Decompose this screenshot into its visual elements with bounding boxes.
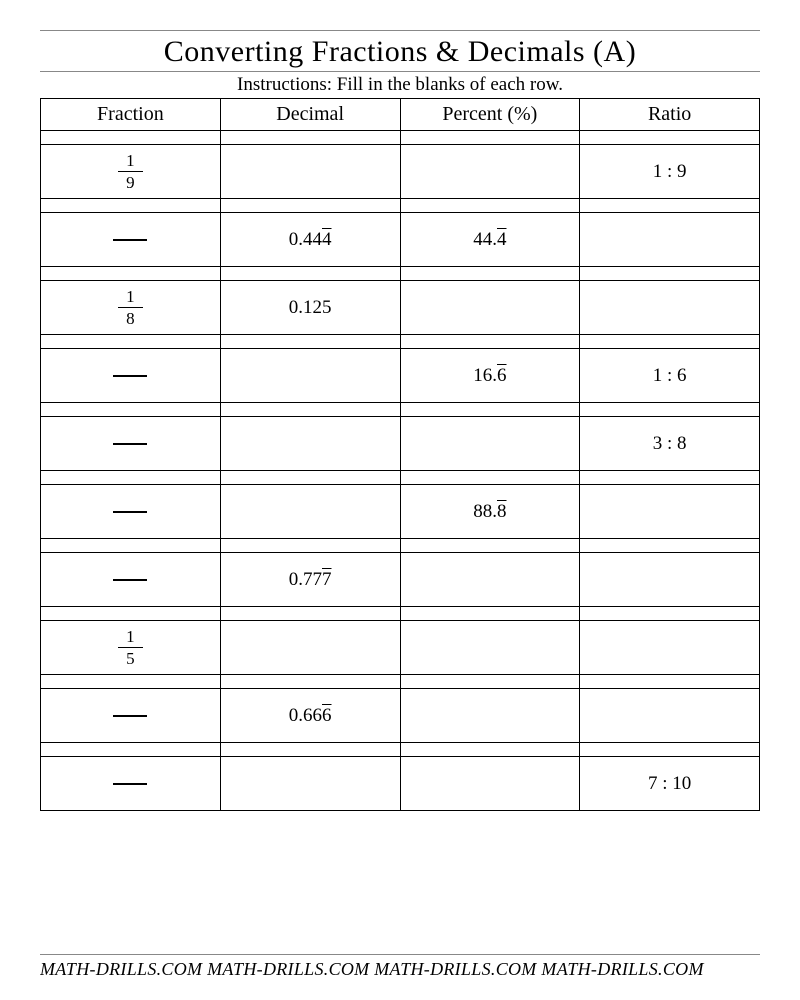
cell-decimal: 0.777 [220,553,400,607]
fraction: 19 [118,150,143,193]
spacer-row [41,131,760,145]
fraction-numerator: 1 [118,286,143,307]
fraction-blank [113,239,147,241]
cell-percent [400,417,580,471]
cell-percent [400,757,580,811]
cell-percent [400,689,580,743]
spacer-row [41,199,760,213]
worksheet-table: Fraction Decimal Percent (%) Ratio 191 :… [40,98,760,811]
spacer-row [41,607,760,621]
spacer-row [41,743,760,757]
table-row: 0.666 [41,689,760,743]
fraction-numerator: 1 [118,150,143,171]
cell-ratio: 7 : 10 [580,757,760,811]
cell-percent [400,281,580,335]
page-title: Converting Fractions & Decimals (A) [40,35,760,69]
fraction-blank [113,783,147,785]
spacer-row [41,539,760,553]
cell-fraction [41,417,221,471]
fraction-numerator: 1 [118,626,143,647]
fraction-denominator: 9 [118,172,143,193]
cell-ratio: 1 : 9 [580,145,760,199]
spacer-row [41,471,760,485]
fraction-denominator: 5 [118,648,143,669]
cell-percent: 44.4 [400,213,580,267]
fraction-blank [113,375,147,377]
cell-fraction: 18 [41,281,221,335]
cell-fraction [41,553,221,607]
cell-ratio [580,213,760,267]
fraction-blank [113,715,147,717]
cell-decimal [220,757,400,811]
table-row: 7 : 10 [41,757,760,811]
fraction-blank [113,511,147,513]
cell-decimal: 0.444 [220,213,400,267]
cell-percent: 88.8 [400,485,580,539]
cell-decimal: 0.666 [220,689,400,743]
fraction: 18 [118,286,143,329]
table-row: 0.44444.4 [41,213,760,267]
cell-percent [400,145,580,199]
cell-decimal [220,621,400,675]
table-row: 19 1 : 9 [41,145,760,199]
cell-fraction [41,757,221,811]
fraction: 15 [118,626,143,669]
header-row: Fraction Decimal Percent (%) Ratio [41,99,760,131]
cell-fraction [41,213,221,267]
table-row: 0.777 [41,553,760,607]
table-row: 16.61 : 6 [41,349,760,403]
cell-ratio: 1 : 6 [580,349,760,403]
table-row: 88.8 [41,485,760,539]
spacer-row [41,267,760,281]
cell-fraction [41,689,221,743]
title-rule [40,71,760,72]
col-decimal: Decimal [220,99,400,131]
instructions-text: Instructions: Fill in the blanks of each… [40,74,760,96]
cell-decimal [220,417,400,471]
cell-ratio [580,485,760,539]
spacer-row [41,675,760,689]
table-row: 15 [41,621,760,675]
spacer-row [41,403,760,417]
col-percent: Percent (%) [400,99,580,131]
cell-fraction: 19 [41,145,221,199]
cell-percent: 16.6 [400,349,580,403]
cell-decimal [220,145,400,199]
footer-watermark: MATH-DRILLS.COM MATH-DRILLS.COM MATH-DRI… [40,954,760,980]
cell-ratio [580,281,760,335]
cell-ratio [580,553,760,607]
fraction-blank [113,443,147,445]
cell-fraction [41,349,221,403]
cell-decimal [220,349,400,403]
top-rule [40,30,760,31]
cell-percent [400,553,580,607]
fraction-denominator: 8 [118,308,143,329]
spacer-row [41,335,760,349]
cell-ratio: 3 : 8 [580,417,760,471]
cell-decimal [220,485,400,539]
fraction-blank [113,579,147,581]
col-fraction: Fraction [41,99,221,131]
table-row: 18 0.125 [41,281,760,335]
col-ratio: Ratio [580,99,760,131]
table-row: 3 : 8 [41,417,760,471]
cell-percent [400,621,580,675]
cell-ratio [580,621,760,675]
cell-fraction: 15 [41,621,221,675]
cell-decimal: 0.125 [220,281,400,335]
cell-ratio [580,689,760,743]
cell-fraction [41,485,221,539]
